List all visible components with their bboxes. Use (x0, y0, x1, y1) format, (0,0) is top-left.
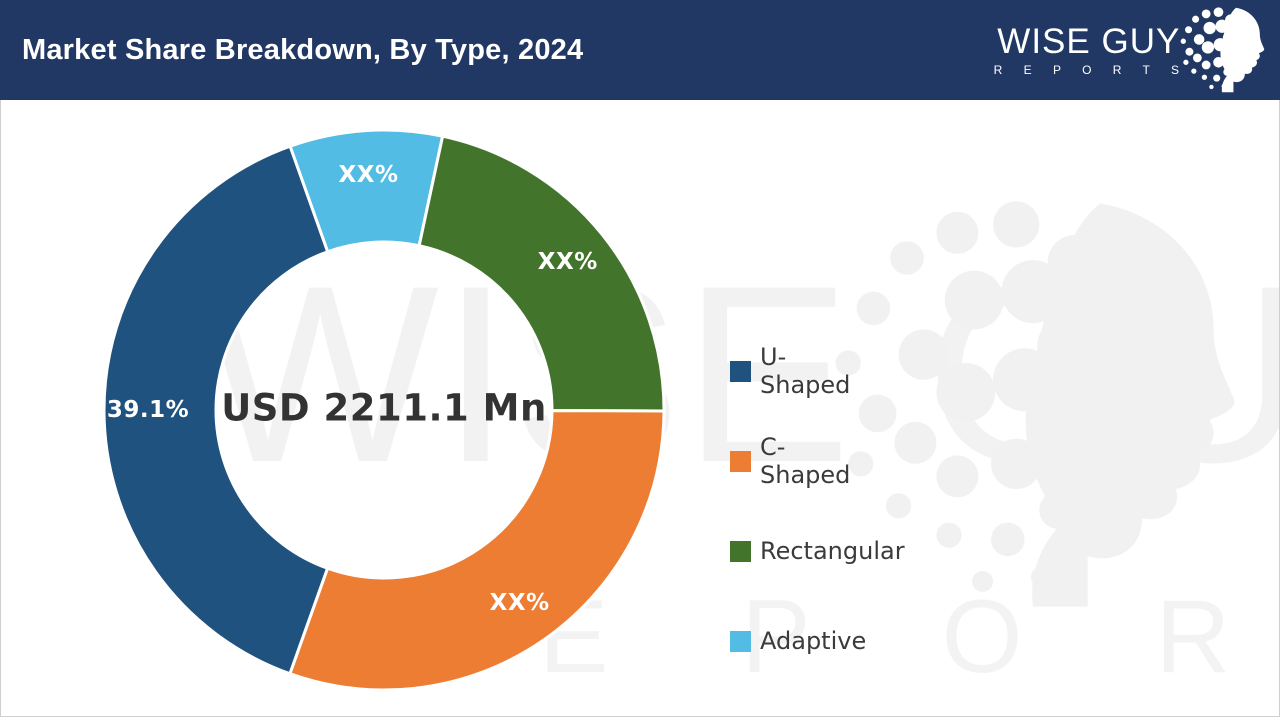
donut-slice-u-shaped (102, 144, 330, 676)
logo-name: WISE GUY (997, 21, 1181, 61)
legend-label: C-Shaped (760, 433, 851, 489)
wise-guy-logo: WISE GUY R E P O R T S (990, 0, 1266, 100)
center-value-label: USD 2211.1 Mn (221, 386, 547, 430)
legend-item-rectangular: Rectangular (730, 537, 905, 565)
legend-swatch-rectangular (730, 540, 751, 562)
logo-tagline: R E P O R T S (993, 62, 1188, 77)
header-bar: Market Share Breakdown, By Type, 2024 WI… (0, 0, 1280, 100)
legend-label: Adaptive (760, 627, 867, 655)
legend-item-u-shaped: U-Shaped (730, 343, 850, 399)
donut-slices (102, 128, 666, 692)
slice-percentage-label-c-shaped: XX% (489, 590, 550, 617)
legend-item-adaptive: Adaptive (730, 627, 866, 655)
legend-label: U-Shaped (760, 343, 851, 399)
logo-text: WISE GUY R E P O R T S (990, 24, 1188, 77)
legend-item-c-shaped: C-Shaped (730, 433, 850, 489)
legend-label: Rectangular (760, 537, 905, 565)
legend-swatch-adaptive (730, 630, 751, 652)
logo-face-icon (1180, 7, 1265, 93)
donut-chart: XX% XX% XX% 39.1% USD 2211.1 Mn (1, 100, 1279, 716)
legend-swatch-c-shaped (730, 450, 751, 472)
slice-percentage-label-u-shaped: 39.1% (106, 396, 190, 423)
slice-percentage-label-rectangular: XX% (537, 248, 598, 275)
slice-percentage-label-adaptive: XX% (338, 161, 399, 188)
donut-slice-rectangular (417, 134, 666, 413)
page-title: Market Share Breakdown, By Type, 2024 (22, 33, 584, 66)
donut-slice-c-shaped (288, 409, 666, 692)
chart-panel: WISE GUY R E P O R T S XX%XX%XX%39.1% US… (0, 100, 1280, 717)
legend-swatch-u-shaped (730, 360, 751, 382)
